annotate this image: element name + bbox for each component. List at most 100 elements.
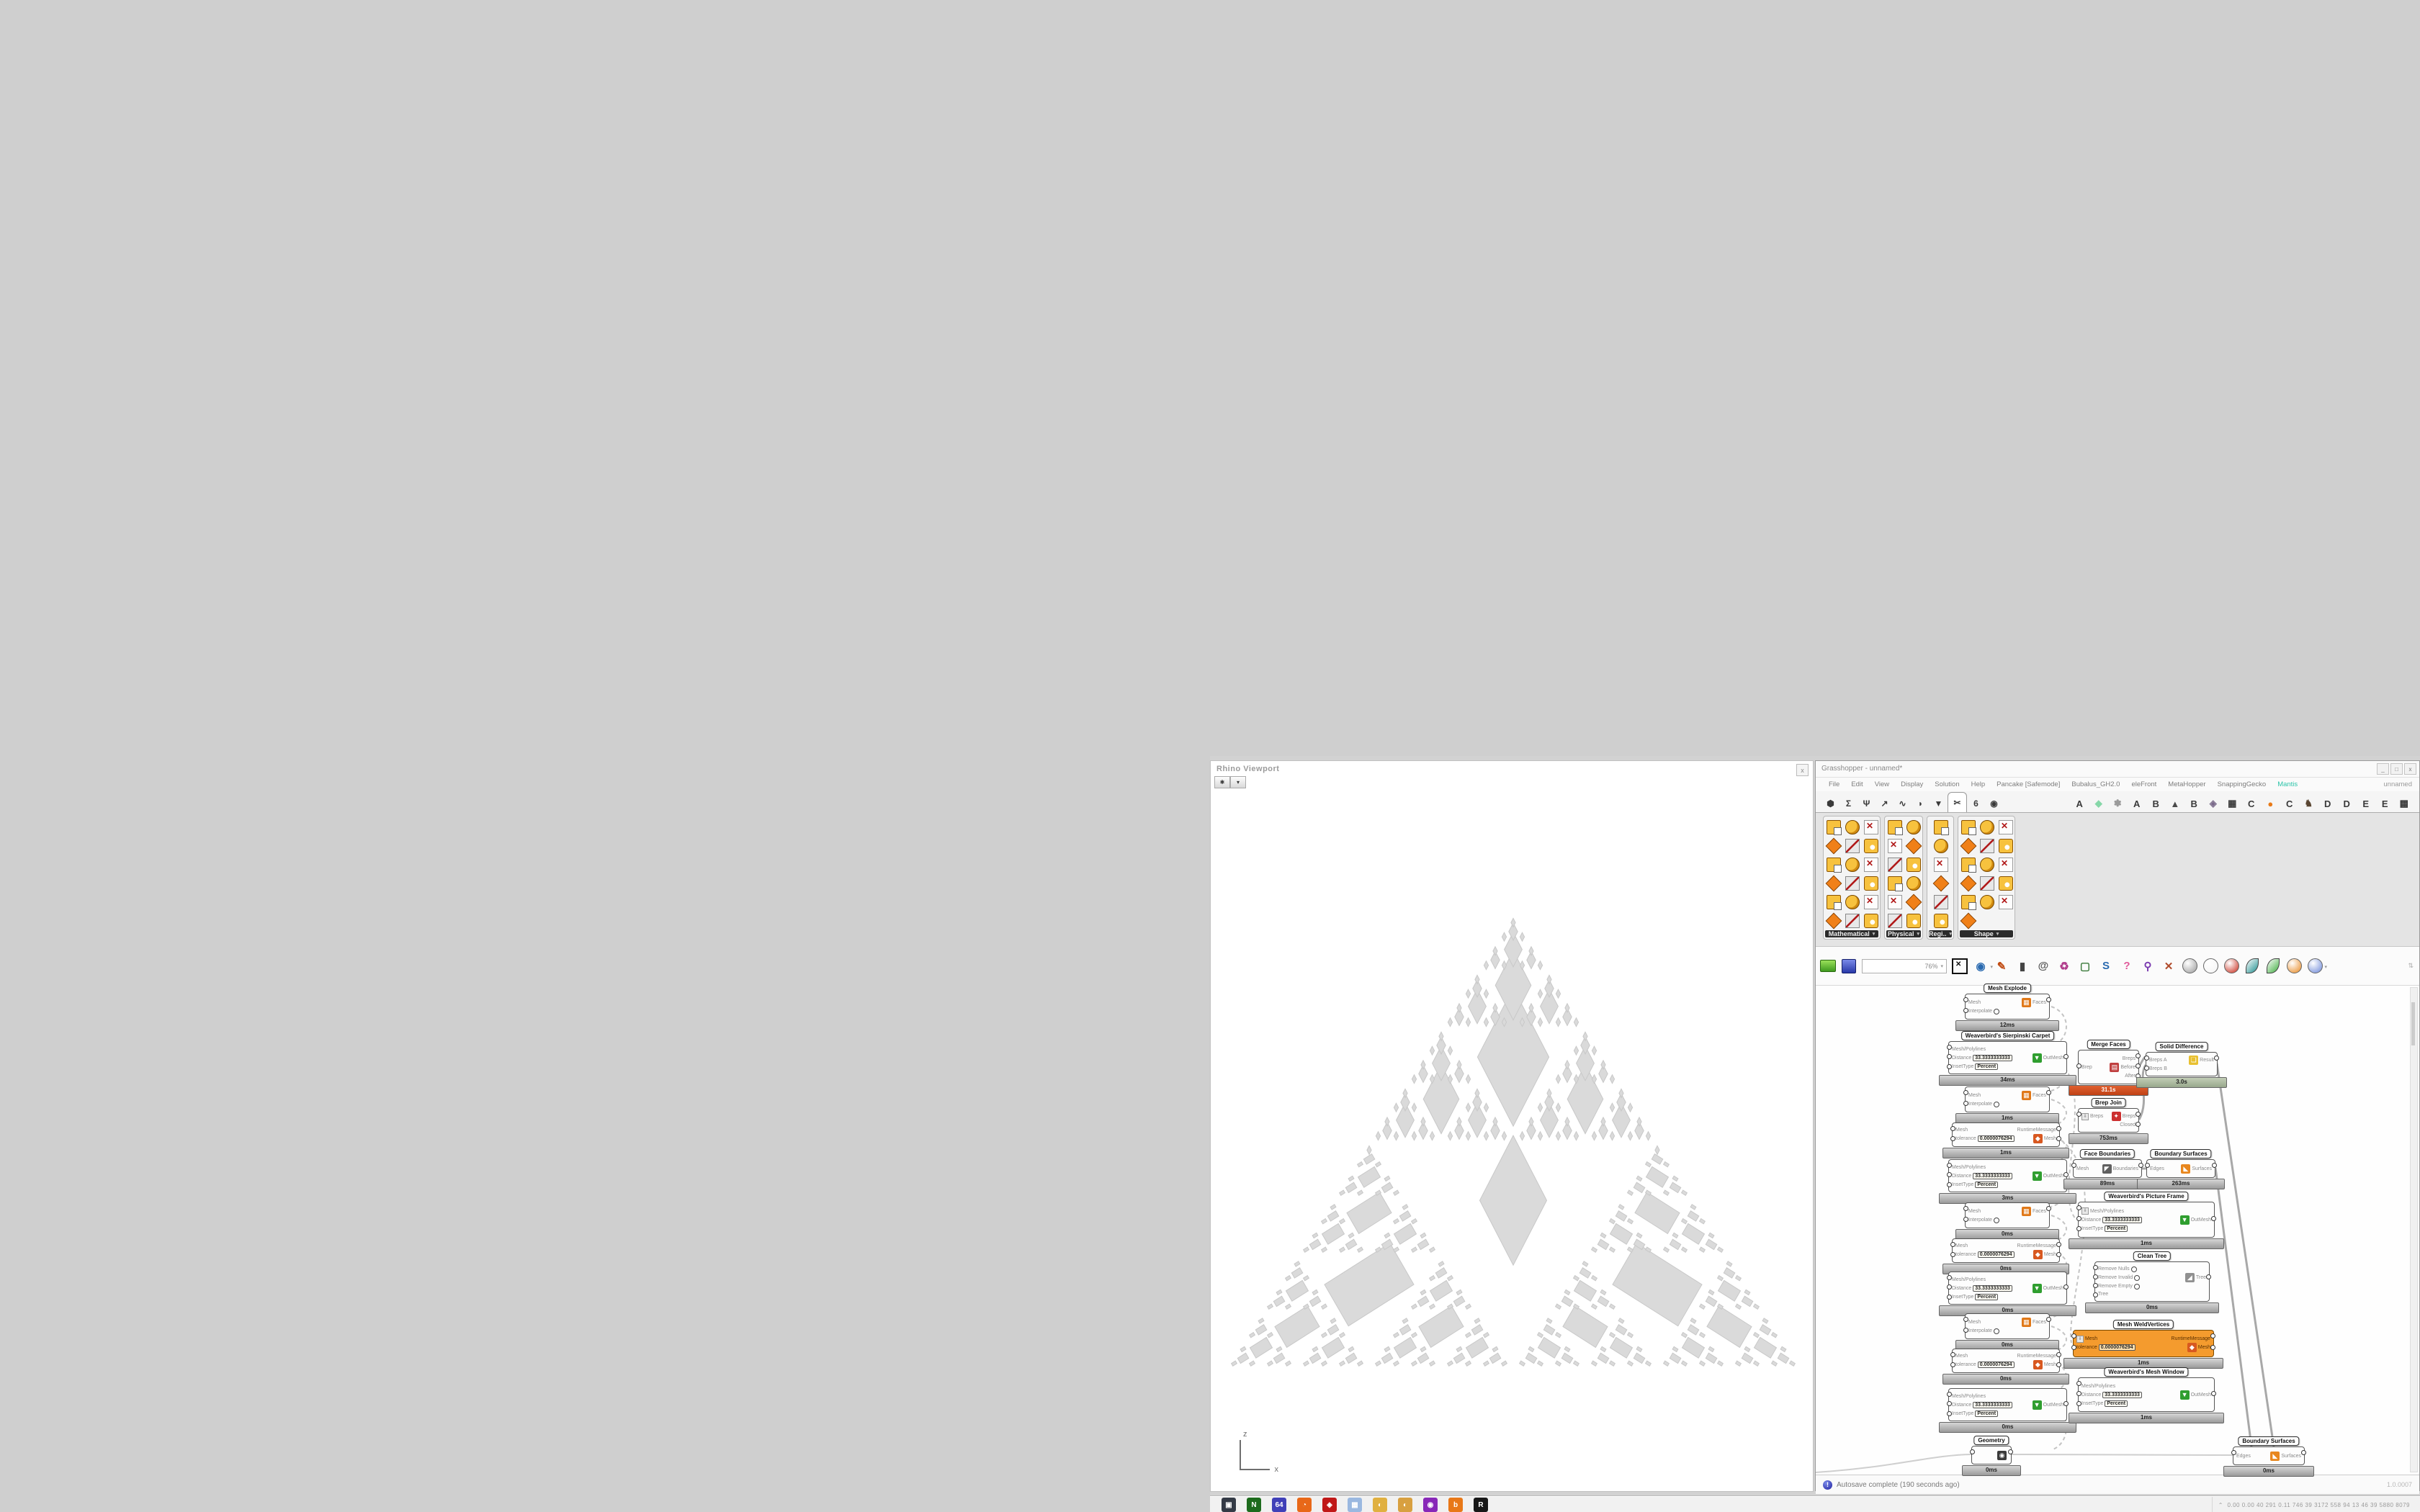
gha-loader-icon[interactable]: ♻ [2059,960,2069,973]
node-mesh-explode[interactable]: Mesh RuntimeMessage tolerance 0.0000076294 ◆… [1942,1349,2069,1385]
input-port[interactable] [1947,1275,1952,1280]
node-mesh-weldvertices[interactable]: Mesh WeldVertices ⇩ Mesh RuntimeMessage tole… [2063,1320,2223,1369]
input-port[interactable] [2144,1066,2149,1071]
component-icon[interactable] [1827,858,1842,873]
menu-display[interactable]: Display [1901,780,1924,788]
output-port[interactable] [2046,1090,2051,1095]
input-port[interactable] [1963,1090,1968,1095]
node-mesh-explode[interactable]: Mesh/Polylines Distance 33.3333333333 ▼ OutM… [1939,1159,2076,1204]
component-icon[interactable] [1888,876,1903,891]
sphere-orange-icon[interactable] [2286,958,2302,974]
component-icon[interactable] [1864,914,1878,928]
component-icon[interactable] [1999,839,2014,853]
value-box[interactable]: Percent [2105,1225,2128,1232]
component-icon[interactable] [1960,837,1977,855]
input-port[interactable] [2093,1292,2098,1297]
component-icon[interactable] [1888,839,1902,853]
node-mesh-explode[interactable]: Mesh ▦ Faces Interpolate 0ms [1955,1313,2059,1351]
sphere-blue-icon[interactable]: ▾ [2307,958,2327,974]
value-box[interactable]: Percent [1975,1181,1999,1188]
node-geometry[interactable]: Geometry ◉ 0ms [1962,1436,2021,1476]
input-port[interactable] [2071,1333,2076,1338]
component-icon[interactable] [1864,839,1878,853]
node-merge-faces[interactable]: Merge Faces Breps Brep ▤ Before After 31.1s [2069,1040,2148,1096]
component-icon[interactable] [1932,875,1950,892]
node-solid-difference[interactable]: Solid Difference Breps A ❏ Result Breps B 3.0… [2136,1042,2227,1088]
node-weaverbird-s-sierpinski-carpet[interactable]: Weaverbird's Sierpinski Carpet Mesh/Polyl… [1939,1031,2076,1086]
search-s-icon[interactable]: S [2102,960,2110,972]
output-port[interactable] [2214,1056,2219,1061]
menu-bubalus-gh2-0[interactable]: Bubalus_GH2.0 [2071,780,2120,788]
output-port[interactable] [2046,1206,2051,1211]
tab-plugin-11[interactable]: C [2286,798,2293,809]
component-icon[interactable] [1906,876,1921,891]
node-mesh-explode[interactable]: Mesh RuntimeMessage tolerance 0.0000076294 ◆… [1942,1238,2069,1274]
viewport-dropdown-button[interactable]: ▾ [1230,776,1246,788]
toggle-dot[interactable] [1994,1008,2000,1014]
menu-metahopper[interactable]: MetaHopper [2168,780,2206,788]
node-mesh-explode[interactable]: Mesh Explode Mesh ▦ Faces Interpolate 12ms [1955,984,2059,1031]
output-port[interactable] [2056,1126,2061,1131]
tab-plugin-3[interactable]: A [2133,798,2141,809]
component-icon[interactable] [1864,858,1878,872]
input-port[interactable] [2076,1112,2081,1117]
output-port[interactable] [2301,1450,2306,1455]
tab-transform[interactable]: 6 [1973,798,1978,809]
value-box[interactable]: Percent [2105,1400,2128,1407]
node-mesh-explode[interactable]: Mesh RuntimeMessage tolerance 0.0000076294 ◆… [1942,1122,2069,1158]
tray-chevron-icon[interactable]: ⌃ [2218,1501,2223,1508]
tab-plugin-16[interactable]: E [2381,798,2388,809]
ribbon-group-label[interactable]: Mathematical ▾ [1825,930,1878,937]
component-icon[interactable] [1980,858,1995,872]
input-port[interactable] [2071,1345,2076,1350]
taskbar-app-emulator-green[interactable]: N [1247,1498,1261,1512]
component-icon[interactable] [1825,875,1842,892]
component-icon[interactable] [1825,912,1842,930]
open-file-icon[interactable] [1820,958,1836,974]
tab-params[interactable]: ⬢ [1827,798,1834,809]
input-port[interactable] [2071,1163,2076,1168]
tab-plugin-15[interactable]: E [2362,798,2370,809]
tab-plugin-7[interactable]: ◈ [2209,798,2217,809]
component-icon[interactable] [1980,839,1995,853]
component-icon[interactable] [1905,894,1922,911]
output-port[interactable] [2138,1163,2143,1168]
taskbar-app-paint-2[interactable]: ◐ [1398,1498,1412,1512]
value-box[interactable]: 33.3333333333 [1973,1284,2012,1292]
input-port[interactable] [1963,997,1968,1002]
sphere-red-icon[interactable] [2223,958,2239,974]
tab-maths[interactable]: Σ [1845,798,1852,809]
remote-icon[interactable]: @ [2038,960,2049,972]
node-weaverbird-s-picture-frame[interactable]: Weaverbird's Picture Frame ⇩ Mesh/Polyline… [2069,1192,2224,1249]
viewport-close-button[interactable]: x [1796,764,1809,776]
toggle-dot[interactable] [1994,1217,2000,1223]
component-icon[interactable] [1961,820,1977,835]
value-box[interactable]: 33.3333333333 [2102,1391,2142,1398]
window-tool-icon[interactable]: ▢ [2079,960,2091,973]
input-port[interactable] [1947,1294,1952,1300]
output-port[interactable] [2046,997,2051,1002]
output-port[interactable] [2136,1112,2141,1117]
component-icon[interactable] [1827,895,1842,910]
taskbar-app-calculator[interactable]: ▦ [1348,1498,1362,1512]
value-box[interactable]: 0.0000076294 [1977,1362,2015,1368]
menu-pancake-safemode-[interactable]: Pancake [Safemode] [1996,780,2061,788]
taskbar-app-red-app[interactable]: ◈ [1322,1498,1337,1512]
component-icon[interactable] [1906,820,1921,834]
sphere-white-icon[interactable] [2202,958,2218,974]
input-port[interactable] [2076,1205,2081,1210]
zoom-level-icon[interactable]: 76% ▾ [1862,958,1947,973]
component-icon[interactable] [1845,858,1860,872]
tab-plugin-0[interactable]: A [2076,798,2083,809]
menu-edit[interactable]: Edit [1851,780,1863,788]
component-icon[interactable] [1980,895,1995,909]
component-icon[interactable] [1934,858,1949,872]
component-icon[interactable] [1960,875,1977,892]
tab-plugin-10[interactable]: ● [2267,798,2274,809]
value-box[interactable]: 0.0000076294 [1977,1251,2015,1258]
taskbar-app-firefox[interactable]: ◔ [1297,1498,1312,1512]
value-box[interactable]: Percent [1975,1410,1999,1417]
input-port[interactable] [1970,1449,1975,1454]
minimize-button[interactable]: _ [2377,763,2389,775]
input-port[interactable] [1950,1136,1955,1141]
